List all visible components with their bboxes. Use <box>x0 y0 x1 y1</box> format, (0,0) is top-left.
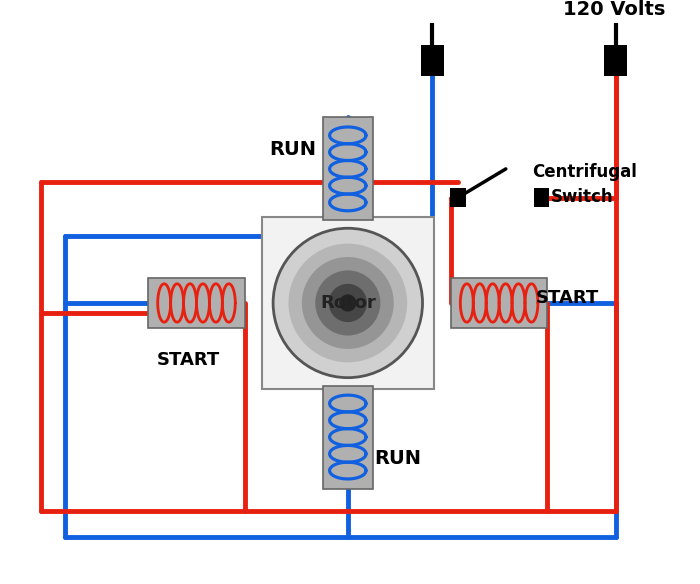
Circle shape <box>288 244 407 362</box>
Text: START: START <box>536 289 598 307</box>
Text: Centrifugal: Centrifugal <box>532 162 636 180</box>
Circle shape <box>273 228 423 378</box>
FancyBboxPatch shape <box>262 217 434 389</box>
FancyBboxPatch shape <box>323 385 372 489</box>
FancyBboxPatch shape <box>450 188 466 207</box>
Circle shape <box>302 257 394 349</box>
Text: RUN: RUN <box>374 449 421 468</box>
Circle shape <box>329 284 367 322</box>
Circle shape <box>315 270 380 336</box>
Circle shape <box>340 294 356 312</box>
Text: 120 Volts: 120 Volts <box>564 0 666 19</box>
Text: START: START <box>156 351 220 369</box>
FancyBboxPatch shape <box>148 278 245 328</box>
FancyBboxPatch shape <box>533 188 549 207</box>
Text: Switch: Switch <box>551 189 613 206</box>
FancyBboxPatch shape <box>605 46 627 76</box>
FancyBboxPatch shape <box>421 46 444 76</box>
Text: RUN: RUN <box>270 140 316 158</box>
Text: Rotor: Rotor <box>320 294 376 312</box>
FancyBboxPatch shape <box>451 278 547 328</box>
FancyBboxPatch shape <box>323 117 372 220</box>
